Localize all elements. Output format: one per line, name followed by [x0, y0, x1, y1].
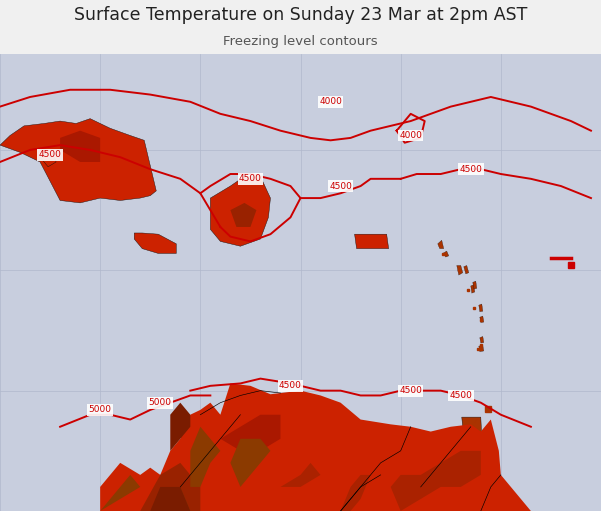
Text: 4500: 4500 [239, 174, 262, 183]
Polygon shape [480, 336, 484, 343]
Polygon shape [462, 417, 482, 439]
Text: 4500: 4500 [459, 165, 482, 174]
Polygon shape [150, 487, 191, 511]
Polygon shape [443, 251, 449, 257]
Text: 5000: 5000 [89, 405, 112, 414]
Polygon shape [60, 131, 100, 162]
Polygon shape [391, 475, 431, 511]
Polygon shape [170, 403, 191, 451]
Text: 4500: 4500 [399, 386, 422, 395]
Polygon shape [230, 203, 257, 227]
Polygon shape [479, 304, 483, 312]
Polygon shape [230, 439, 270, 487]
Polygon shape [40, 152, 56, 167]
Text: 4000: 4000 [319, 97, 342, 106]
Polygon shape [473, 281, 477, 289]
Polygon shape [150, 487, 191, 511]
Polygon shape [457, 266, 463, 275]
Text: Surface Temperature on Sunday 23 Mar at 2pm AST: Surface Temperature on Sunday 23 Mar at … [74, 6, 527, 24]
Text: Freezing level contours: Freezing level contours [223, 35, 378, 49]
Polygon shape [100, 383, 601, 511]
Text: 5000: 5000 [149, 398, 172, 407]
Polygon shape [210, 176, 270, 246]
Polygon shape [0, 119, 156, 203]
Text: 4500: 4500 [450, 391, 472, 400]
Polygon shape [191, 427, 221, 487]
Text: 4500: 4500 [38, 150, 61, 159]
Polygon shape [401, 451, 481, 499]
Text: 4500: 4500 [279, 381, 302, 390]
Polygon shape [355, 234, 389, 249]
Polygon shape [341, 475, 371, 511]
Text: 4500: 4500 [329, 181, 352, 191]
Polygon shape [134, 233, 176, 253]
Polygon shape [281, 463, 320, 487]
Polygon shape [464, 266, 469, 274]
Polygon shape [471, 285, 475, 293]
Polygon shape [140, 463, 200, 511]
Text: 4000: 4000 [399, 131, 422, 140]
Polygon shape [480, 316, 484, 322]
Polygon shape [100, 475, 140, 511]
Polygon shape [221, 415, 281, 451]
Polygon shape [438, 240, 444, 249]
Polygon shape [479, 345, 484, 352]
